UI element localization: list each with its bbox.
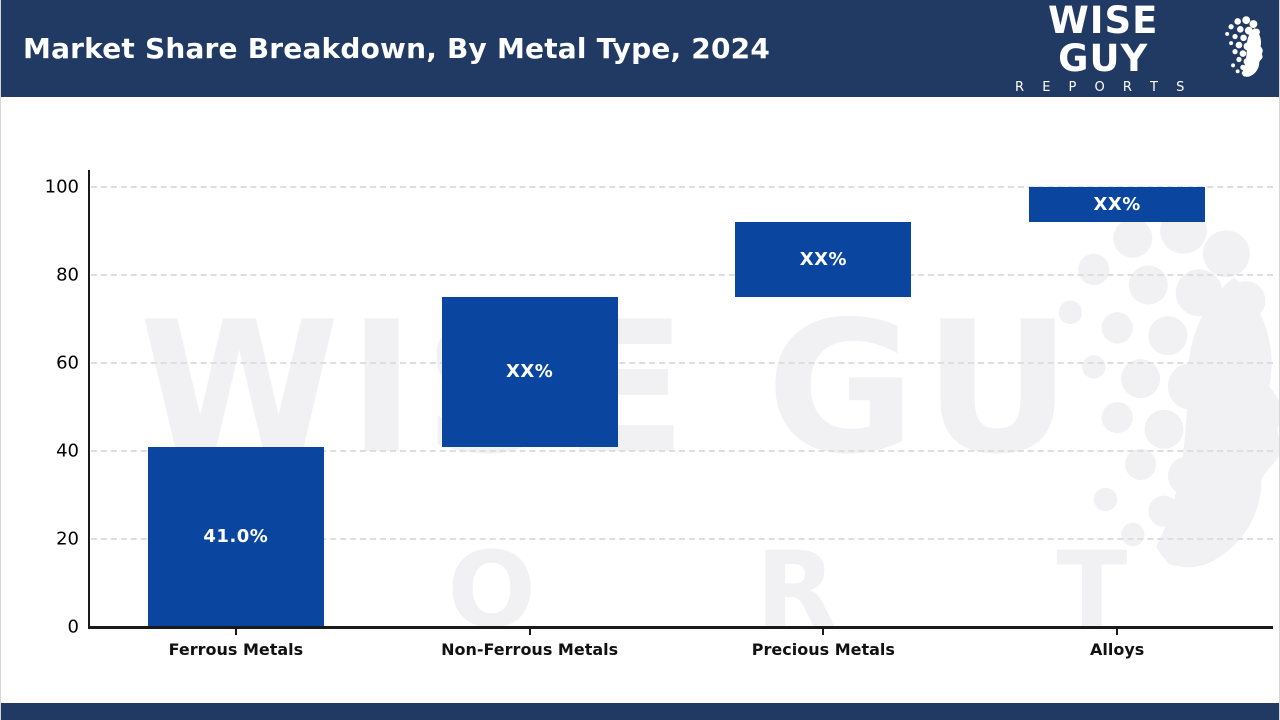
- x-tick-1: [234, 628, 237, 635]
- footer-bar: [1, 703, 1279, 720]
- x-category-label: Alloys: [1089, 640, 1145, 659]
- wiseguy-logo: WISE GUY R E P O R T S: [1013, 2, 1263, 95]
- wiseguy-logo-line1: WISE GUY: [1047, 0, 1159, 80]
- wiseguy-face-icon: [1225, 16, 1263, 77]
- bar-non-ferrous-metals: XX%: [441, 297, 618, 447]
- x-axis-line: [88, 626, 1273, 629]
- y-tick-label-0: 0: [67, 616, 79, 638]
- page-title: Market Share Breakdown, By Metal Type, 2…: [23, 32, 771, 65]
- x-tick-4: [1116, 628, 1119, 635]
- x-category-label: Non-Ferrous Metals: [441, 640, 619, 659]
- x-tick-3: [822, 628, 825, 635]
- bar-value-label: 41.0%: [203, 526, 269, 548]
- bar-precious-metals: XX%: [735, 222, 912, 297]
- wiseguy-logo-text: WISE GUY R E P O R T S: [1013, 2, 1193, 96]
- x-category-label: Precious Metals: [751, 640, 895, 659]
- wiseguy-logo-line2: R E P O R T S: [1015, 80, 1192, 95]
- gridline-100: [91, 186, 1273, 188]
- y-tick-label-60: 60: [56, 352, 79, 374]
- x-category-label: Ferrous Metals: [168, 640, 304, 659]
- y-tick-label-100: 100: [44, 176, 79, 198]
- gridline-80: [91, 274, 1273, 276]
- gridline-60: [91, 362, 1273, 364]
- y-tick-label-20: 20: [56, 528, 79, 550]
- y-tick-label-40: 40: [56, 440, 79, 462]
- bar-alloys: XX%: [1029, 187, 1206, 223]
- bar-value-label: XX%: [799, 249, 848, 271]
- bar-value-label: XX%: [1093, 194, 1141, 216]
- y-tick-label-80: 80: [56, 264, 79, 286]
- bar-ferrous-metals: 41.0%: [147, 446, 324, 627]
- gridline-40: [91, 450, 1273, 452]
- header-bar: Market Share Breakdown, By Metal Type, 2…: [1, 0, 1279, 97]
- gridline-20: [91, 538, 1273, 540]
- watermark-face-dots-icon: [1058, 207, 1279, 568]
- y-axis-line: [87, 170, 90, 628]
- watermark-text-line2: P O R T S: [151, 529, 1279, 651]
- bar-value-label: XX%: [505, 361, 554, 383]
- x-tick-2: [528, 628, 531, 635]
